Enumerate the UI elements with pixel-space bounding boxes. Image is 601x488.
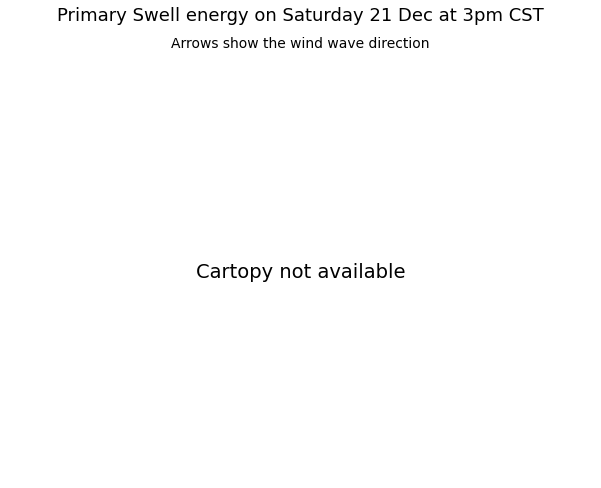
Text: Arrows show the wind wave direction: Arrows show the wind wave direction — [171, 37, 430, 51]
Text: Primary Swell energy on Saturday 21 Dec at 3pm CST: Primary Swell energy on Saturday 21 Dec … — [57, 7, 544, 25]
Text: Cartopy not available: Cartopy not available — [196, 263, 405, 282]
